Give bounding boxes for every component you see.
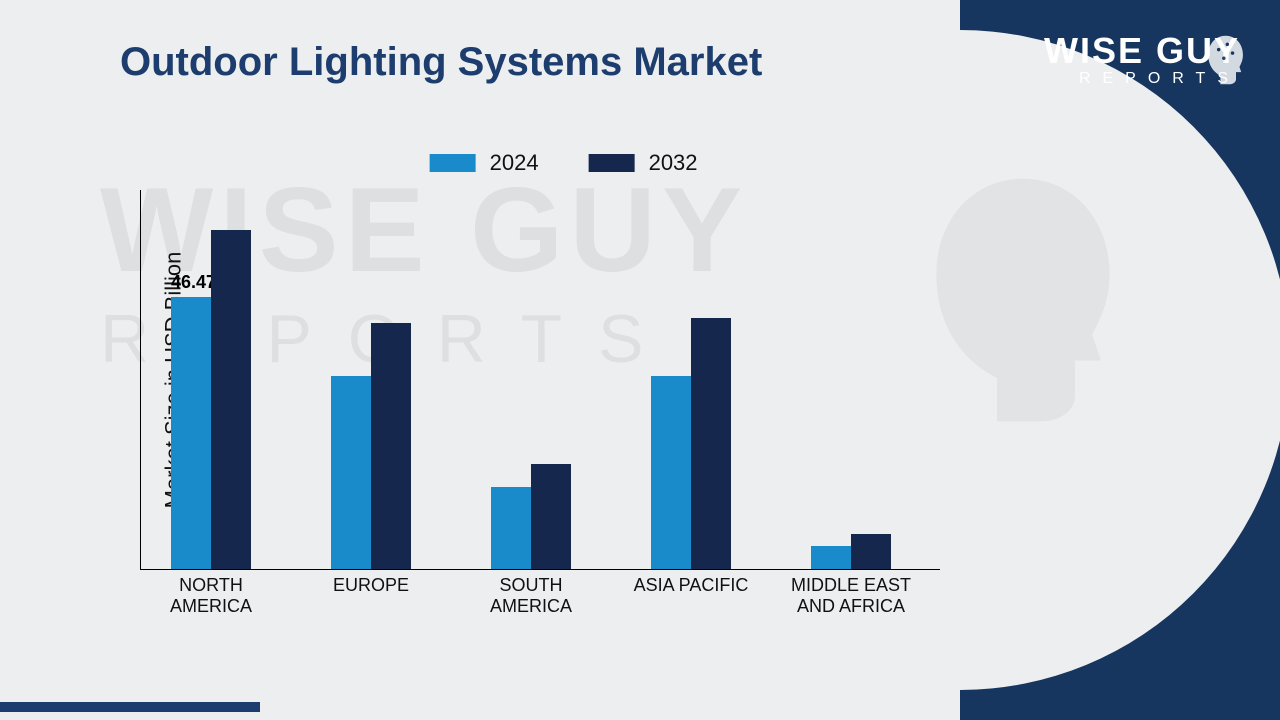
bar-group: ASIA PACIFIC: [631, 318, 751, 569]
bar: [211, 230, 251, 569]
bar-group: SOUTH AMERICA: [471, 464, 591, 569]
bar: [811, 546, 851, 569]
legend-swatch-2024: [430, 154, 476, 172]
bar-group: MIDDLE EAST AND AFRICA: [791, 534, 911, 569]
category-label: ASIA PACIFIC: [621, 575, 761, 596]
legend-swatch-2032: [589, 154, 635, 172]
bar: [371, 323, 411, 569]
category-label: SOUTH AMERICA: [461, 575, 601, 616]
bar-chart: Market Size in USD Billion 2024 2032 46.…: [80, 160, 940, 600]
plot-area: 46.47NORTH AMERICA EUROPE SOUTH AMERICA ASI…: [140, 190, 940, 570]
page: WISE GUY REPORTS Outdoor Lighting System…: [0, 0, 1280, 720]
bar: [531, 464, 571, 569]
bar-group: EUROPE: [311, 323, 431, 569]
legend: 2024 2032: [430, 150, 698, 176]
bar: [651, 376, 691, 569]
bar: 46.47: [171, 297, 211, 569]
bar: [851, 534, 891, 569]
category-label: MIDDLE EAST AND AFRICA: [781, 575, 921, 616]
legend-label-2032: 2032: [649, 150, 698, 176]
head-silhouette-icon: [1200, 34, 1246, 86]
bar-group: 46.47NORTH AMERICA: [151, 230, 271, 569]
chart-title: Outdoor Lighting Systems Market: [120, 40, 762, 85]
brand-logo: WISE GUY REPORTS: [980, 30, 1240, 88]
bar-value-label: 46.47: [171, 272, 211, 293]
bar: [691, 318, 731, 569]
footer-accent-bar: [0, 702, 260, 712]
legend-label-2024: 2024: [490, 150, 539, 176]
bar: [491, 487, 531, 569]
category-label: NORTH AMERICA: [141, 575, 281, 616]
legend-item-2024: 2024: [430, 150, 539, 176]
legend-item-2032: 2032: [589, 150, 698, 176]
bar: [331, 376, 371, 569]
category-label: EUROPE: [301, 575, 441, 596]
